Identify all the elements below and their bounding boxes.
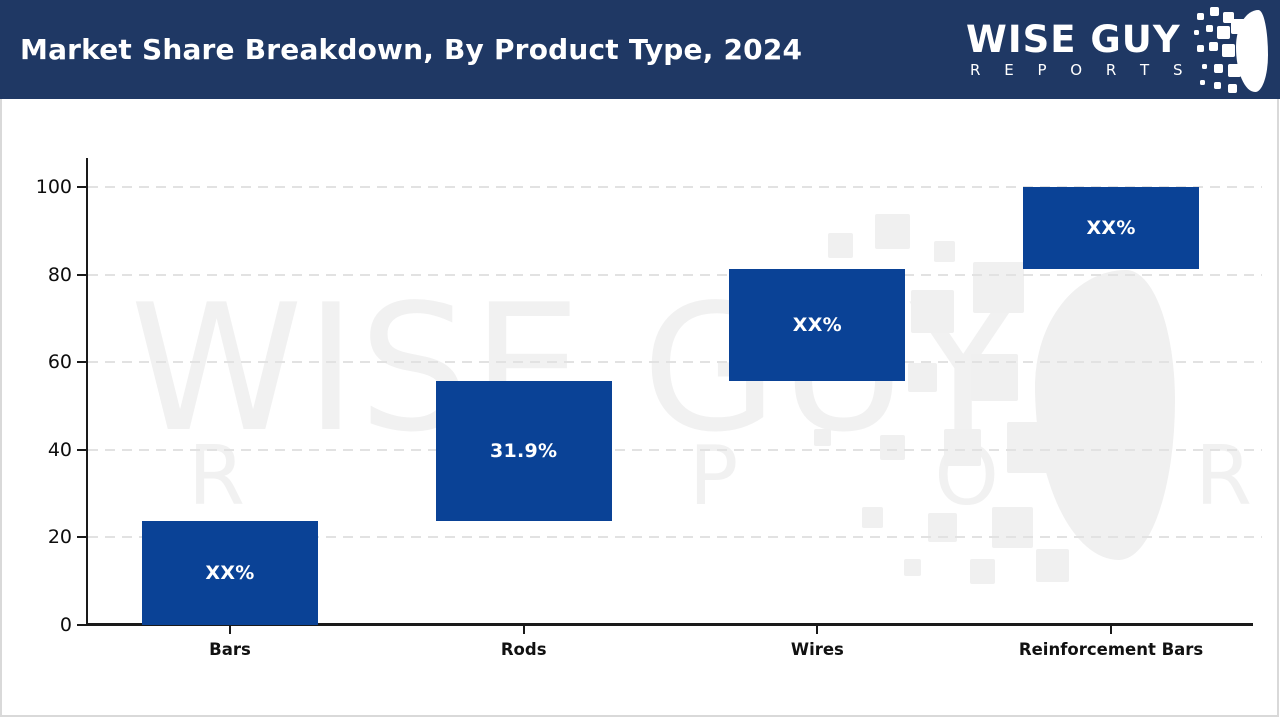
- y-tick-label-100: 100: [35, 176, 72, 198]
- header: Market Share Breakdown, By Product Type,…: [0, 0, 1280, 99]
- page-title: Market Share Breakdown, By Product Type,…: [20, 33, 803, 66]
- bar-segment-bars: XX%: [142, 521, 318, 625]
- gridline-40: [88, 448, 1262, 451]
- x-tick-mark-bars: [229, 626, 231, 634]
- brand-face-dots-icon: [1190, 8, 1268, 94]
- bar-segment-reinforcement-bars: XX%: [1023, 187, 1200, 269]
- logo-head-silhouette: [1236, 10, 1268, 92]
- gridline-80: [88, 273, 1262, 276]
- bar-value-label-rods: 31.9%: [489, 440, 558, 463]
- bar-value-label-wires: XX%: [792, 314, 843, 337]
- gridline-60: [88, 361, 1262, 364]
- gridline-100: [88, 186, 1262, 188]
- y-tick-label-60: 60: [47, 351, 72, 374]
- watermark-dots: [780, 215, 781, 216]
- brand-name: WISE GUY: [966, 17, 1181, 61]
- logo-dots: [1190, 8, 1191, 9]
- y-tick-label-20: 20: [47, 526, 72, 549]
- bar-value-label-reinforcement-bars: XX%: [1086, 216, 1136, 239]
- y-tick-mark-20: [77, 536, 87, 539]
- x-axis-line: [86, 623, 1253, 626]
- y-tick-label-80: 80: [47, 263, 72, 286]
- bar-segment-rods: 31.9%: [435, 381, 612, 522]
- y-tick-mark-60: [77, 361, 87, 364]
- gridline-20: [88, 536, 1262, 539]
- x-tick-mark-wires: [816, 626, 819, 634]
- brand-logo-text: WISE GUY R E P O R T S: [966, 21, 1192, 79]
- x-tick-mark-reinforcement-bars: [1110, 626, 1113, 634]
- x-category-label-wires: Wires: [790, 640, 844, 659]
- x-category-label-rods: Rods: [500, 640, 547, 659]
- watermark-head-silhouette: [1035, 270, 1175, 560]
- bar-segment-wires: XX%: [729, 268, 906, 382]
- watermark-face-dots: [780, 215, 1200, 595]
- y-tick-label-0: 0: [59, 614, 72, 636]
- y-tick-mark-40: [77, 448, 87, 451]
- y-tick-label-40: 40: [47, 438, 72, 461]
- x-tick-mark-rods: [522, 626, 525, 634]
- brand-logo: WISE GUY R E P O R T S: [966, 0, 1270, 99]
- y-tick-mark-100: [77, 186, 87, 188]
- y-tick-mark-80: [77, 273, 87, 276]
- x-category-label-reinforcement-bars: Reinforcement Bars: [1018, 640, 1204, 659]
- brand-subtitle: R E P O R T S: [970, 60, 1192, 79]
- x-category-label-bars: Bars: [209, 640, 251, 659]
- bar-value-label-bars: XX%: [205, 562, 255, 585]
- y-axis-line: [86, 158, 88, 626]
- y-tick-mark-0: [77, 624, 87, 626]
